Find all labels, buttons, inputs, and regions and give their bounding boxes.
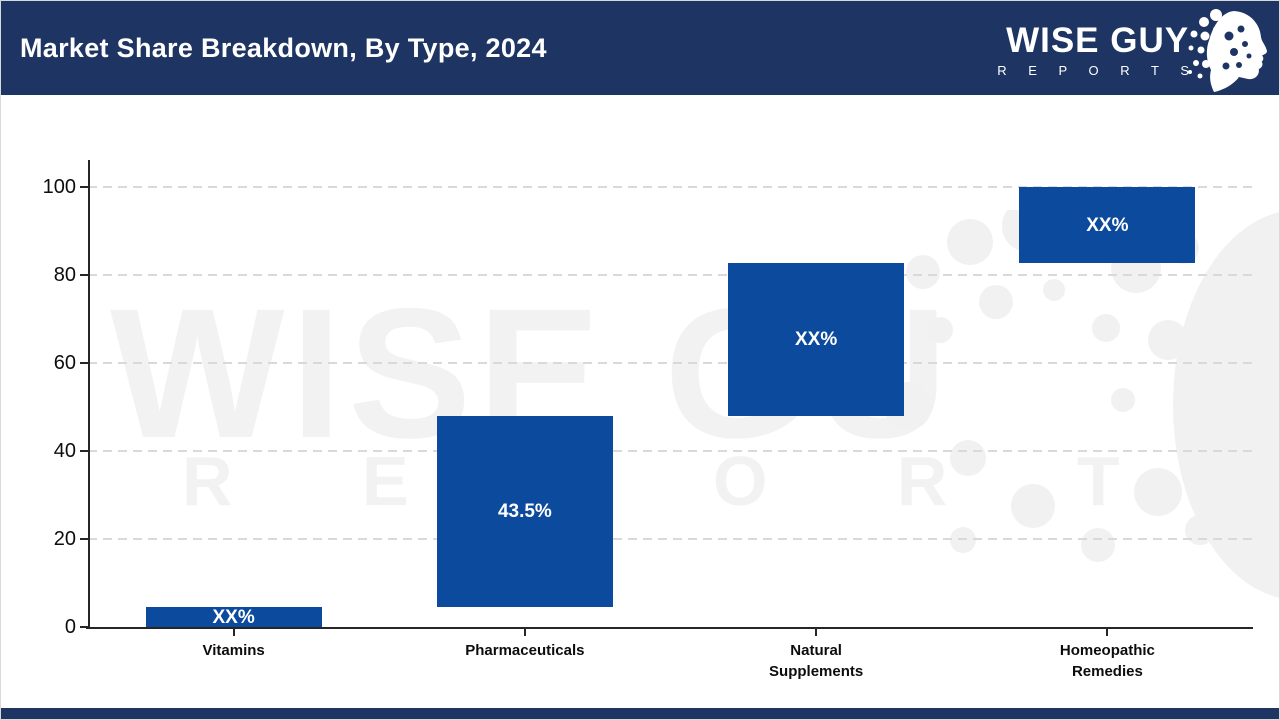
x-tick-pharmaceuticals	[523, 627, 526, 636]
brand-subname: R E P O R T S	[997, 63, 1198, 78]
bar-pharmaceuticals: 43.5%	[436, 415, 613, 608]
x-category-label-homeopathic-remedies: Homeopathic Remedies	[997, 640, 1217, 682]
x-axis-line	[86, 627, 1253, 629]
y-tick-80	[80, 274, 88, 276]
y-axis-line	[88, 160, 90, 629]
y-tick-label-60: 60	[53, 352, 76, 374]
brand-name: WISE GUY	[1006, 21, 1190, 60]
x-tick-homeopathic-remedies	[1106, 627, 1109, 636]
page-title: Market Share Breakdown, By Type, 2024	[20, 33, 547, 63]
x-category-label-line: Vitamins	[202, 642, 265, 659]
x-tick-natural-supplements	[815, 627, 818, 636]
gridline-60	[88, 362, 1253, 364]
bar-homeopathic-remedies: XX%	[1019, 187, 1196, 264]
y-tick-label-80: 80	[53, 264, 76, 286]
x-category-label-pharmaceuticals: Pharmaceuticals	[415, 640, 635, 661]
gridline-100	[88, 186, 1253, 188]
y-tick-label-100: 100	[42, 176, 76, 198]
x-category-label-natural-supplements: Natural Supplements	[706, 640, 926, 682]
header-bar: Market Share Breakdown, By Type, 2024 WI…	[0, 0, 1280, 95]
x-tick-vitamins	[232, 627, 235, 636]
bar-value-label-homeopathic-remedies: XX%	[1086, 214, 1129, 236]
y-tick-label-20: 20	[53, 528, 76, 550]
gridline-80	[88, 274, 1253, 276]
gridline-20	[88, 538, 1253, 540]
y-tick-40	[80, 450, 88, 452]
x-category-label-line: Pharmaceuticals	[465, 642, 585, 659]
y-tick-label-0: 0	[64, 616, 76, 638]
head-profile-icon	[1188, 9, 1267, 92]
x-category-label-vitamins: Vitamins	[124, 640, 344, 661]
watermark-head-icon	[868, 210, 1280, 598]
x-category-label-line: Homeopathic	[1059, 642, 1155, 659]
watermark-reports-text: R E P O R T S	[182, 442, 1280, 520]
y-tick-20	[80, 538, 88, 540]
y-tick-100	[80, 186, 88, 188]
bar-value-label-natural-supplements: XX%	[795, 328, 838, 350]
y-tick-label-40: 40	[53, 440, 76, 462]
x-category-label-line: Remedies	[1071, 663, 1143, 680]
bar-vitamins: XX%	[145, 606, 322, 628]
brand-logo: WISE GUY R E P O R T S	[997, 8, 1270, 92]
bar-natural-supplements: XX%	[728, 263, 905, 416]
y-tick-0	[80, 626, 88, 628]
bar-value-label-pharmaceuticals: 43.5%	[497, 500, 552, 522]
footer-bar	[0, 708, 1280, 720]
bar-value-label-vitamins: XX%	[212, 606, 255, 628]
brand-logo-text: WISE GUY R E P O R T S	[997, 21, 1198, 79]
gridline-40	[88, 450, 1253, 452]
x-category-label-line: Natural	[790, 642, 842, 659]
y-tick-60	[80, 362, 88, 364]
x-category-label-line: Supplements	[769, 663, 864, 680]
